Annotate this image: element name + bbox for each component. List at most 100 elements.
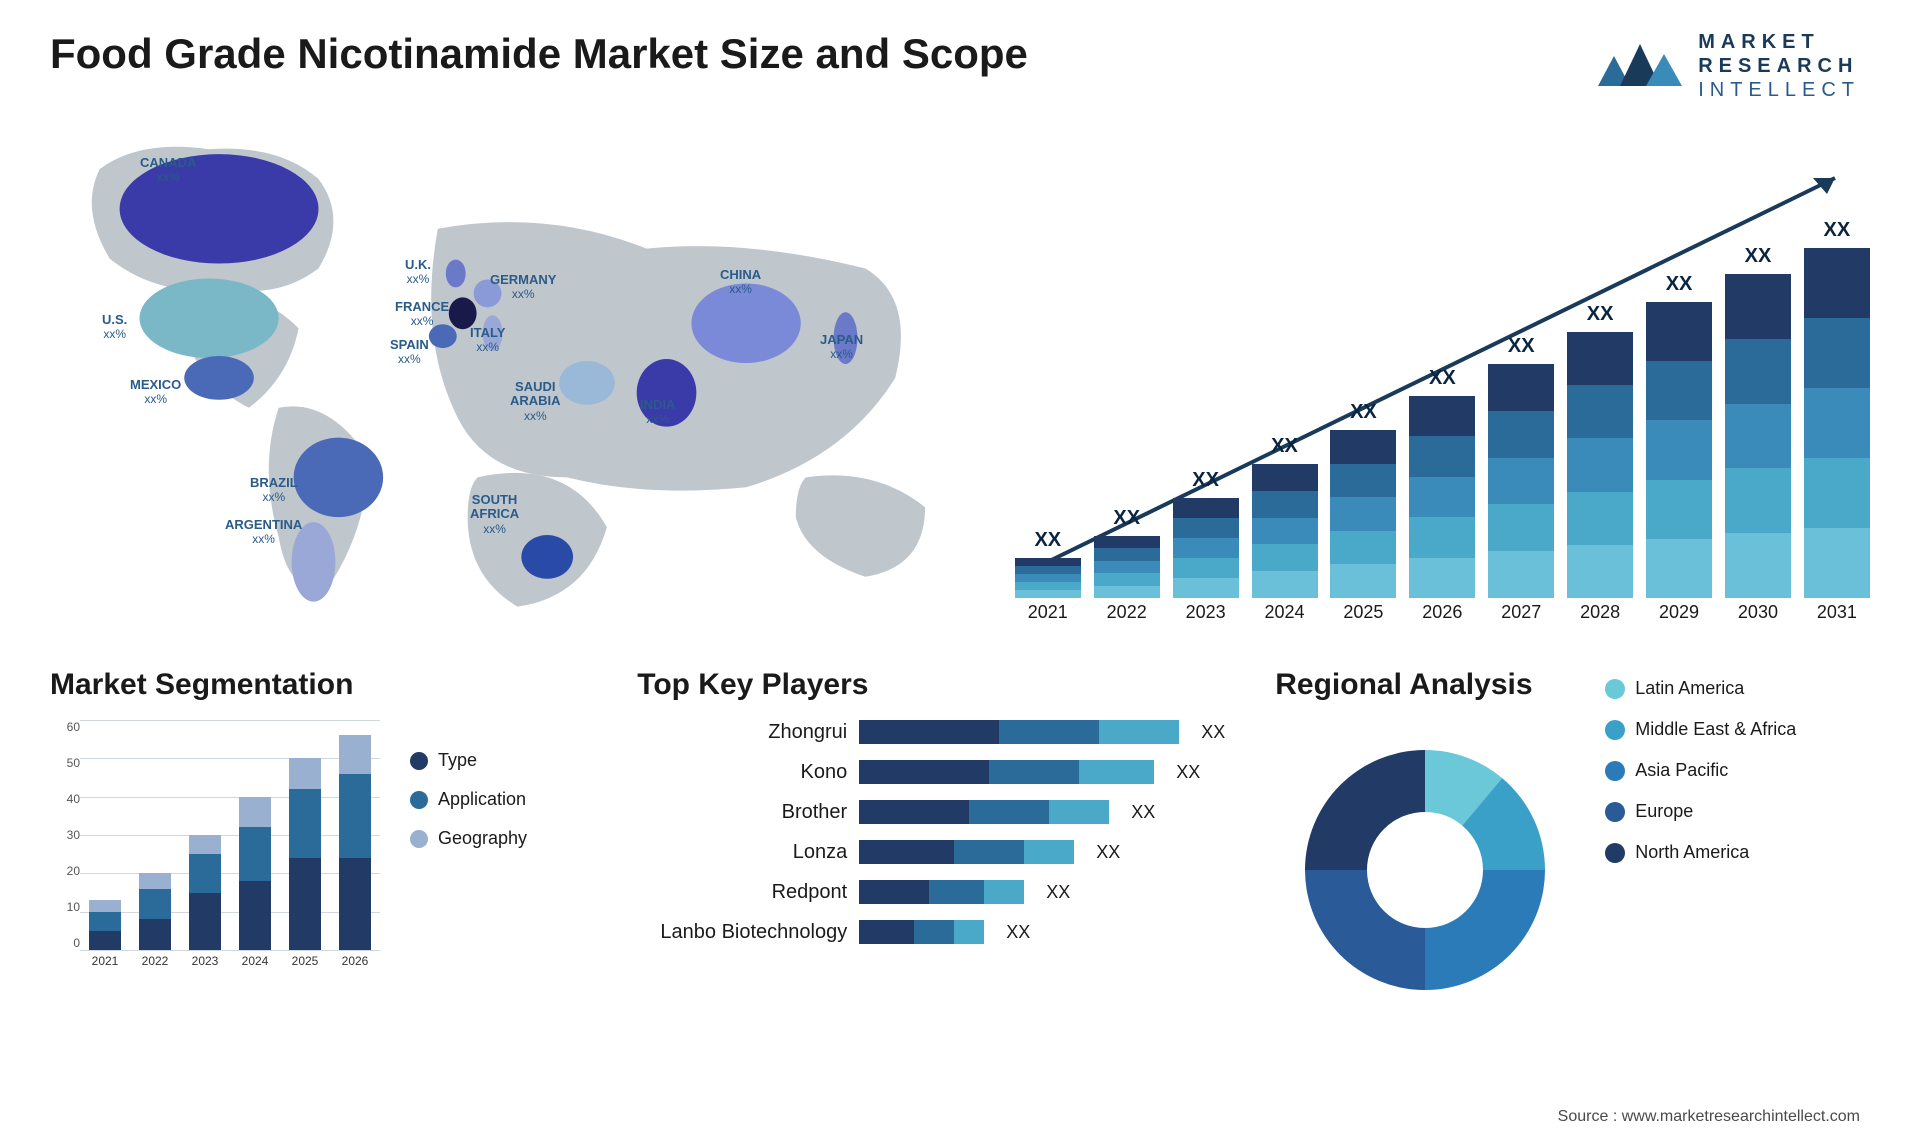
player-value: XX [1046,882,1070,903]
segmentation-chart: 60 50 40 30 20 10 0 2021 2022 2023 2024 2025 2026 [50,720,380,980]
growth-bar-label: XX [1745,245,1772,268]
seg-bar [339,735,371,950]
player-row: Zhongrui XX [637,720,1225,744]
seg-ytick: 40 [67,792,80,806]
player-name: Lanbo Biotechnology [637,921,847,944]
donut-slice [1425,870,1545,990]
seg-year-label: 2022 [142,954,169,980]
player-bar [859,920,984,944]
seg-ytick: 10 [67,900,80,914]
seg-bar [189,835,221,950]
growth-bar-label: XX [1587,303,1614,326]
player-row: Kono XX [637,760,1225,784]
brand-logo: MARKET RESEARCH INTELLECT [1596,30,1860,102]
growth-year-label: 2030 [1725,602,1791,628]
growth-bar: XX [1015,558,1081,598]
growth-bar: XX [1252,464,1318,598]
player-row: Lanbo Biotechnology XX [637,920,1225,944]
map-label: SPAINxx% [390,338,429,367]
growth-bar-label: XX [1429,367,1456,390]
region-legend-item: Asia Pacific [1605,760,1796,781]
region-legend-item: North America [1605,842,1796,863]
map-label: CHINAxx% [720,268,761,297]
map-label: U.S.xx% [102,313,127,342]
growth-bar-label: XX [1824,219,1851,242]
map-label: CANADAxx% [140,156,196,185]
donut-slice [1305,750,1425,870]
seg-ytick: 60 [67,720,80,734]
seg-year-label: 2023 [192,954,219,980]
regional-title: Regional Analysis [1275,668,1575,702]
growth-year-label: 2027 [1488,602,1554,628]
growth-year-label: 2026 [1409,602,1475,628]
map-label: JAPANxx% [820,333,863,362]
map-label: FRANCExx% [395,300,449,329]
player-bar [859,760,1154,784]
map-label: SAUDIARABIAxx% [510,380,561,423]
player-bar [859,800,1109,824]
growth-bar: XX [1725,274,1791,598]
segmentation-title: Market Segmentation [50,668,587,702]
growth-year-label: 2028 [1567,602,1633,628]
player-name: Brother [637,801,847,824]
seg-bar [89,900,121,950]
player-name: Zhongrui [637,721,847,744]
player-value: XX [1201,722,1225,743]
seg-year-label: 2021 [92,954,119,980]
seg-year-label: 2024 [242,954,269,980]
map-label: SOUTHAFRICAxx% [470,493,519,536]
seg-year-label: 2026 [342,954,369,980]
map-label: U.K.xx% [405,258,431,287]
player-bar [859,720,1179,744]
growth-year-label: 2022 [1094,602,1160,628]
growth-year-label: 2023 [1173,602,1239,628]
players-title: Top Key Players [637,668,1225,702]
region-legend-item: Europe [1605,801,1796,822]
player-value: XX [1006,922,1030,943]
seg-ytick: 0 [73,936,80,950]
growth-bar-label: XX [1508,335,1535,358]
regional-legend: Latin America Middle East & Africa Asia Pa… [1605,668,1796,863]
player-value: XX [1131,802,1155,823]
seg-ytick: 20 [67,864,80,878]
map-label: ARGENTINAxx% [225,518,302,547]
growth-year-label: 2024 [1252,602,1318,628]
growth-bar: XX [1330,430,1396,598]
growth-bar: XX [1567,332,1633,598]
seg-legend-item: Type [410,750,527,771]
donut-slice [1305,870,1425,990]
growth-bar: XX [1094,536,1160,598]
seg-bar [239,797,271,950]
seg-ytick: 30 [67,828,80,842]
seg-ytick: 50 [67,756,80,770]
seg-legend-item: Application [410,789,527,810]
seg-bar [139,873,171,950]
seg-bar [289,758,321,950]
player-row: Brother XX [637,800,1225,824]
seg-legend-item: Geography [410,828,527,849]
growth-bar: XX [1409,396,1475,598]
region-legend-item: Middle East & Africa [1605,719,1796,740]
map-label: GERMANYxx% [490,273,556,302]
player-name: Kono [637,761,847,784]
logo-icon [1596,36,1686,96]
player-name: Lonza [637,841,847,864]
player-row: Redpont XX [637,880,1225,904]
seg-year-label: 2025 [292,954,319,980]
source-attribution: Source : www.marketresearchintellect.com [1558,1108,1860,1126]
players-panel: Top Key Players Zhongrui XX Kono XX Brot… [637,668,1225,1020]
map-label: ITALYxx% [470,326,505,355]
growth-bar-label: XX [1666,273,1693,296]
growth-bar-label: XX [1113,507,1140,530]
growth-year-label: 2029 [1646,602,1712,628]
world-map: CANADAxx%U.S.xx%MEXICOxx%U.K.xx%FRANCExx… [50,98,975,628]
growth-bar: XX [1488,364,1554,598]
regional-donut-chart [1275,720,1575,1020]
map-label: BRAZILxx% [250,476,298,505]
region-legend-item: Latin America [1605,678,1796,699]
growth-bar-label: XX [1034,529,1061,552]
growth-year-label: 2031 [1804,602,1870,628]
player-value: XX [1096,842,1120,863]
regional-panel: Regional Analysis Latin America Middle Ea… [1275,668,1870,1020]
player-value: XX [1176,762,1200,783]
